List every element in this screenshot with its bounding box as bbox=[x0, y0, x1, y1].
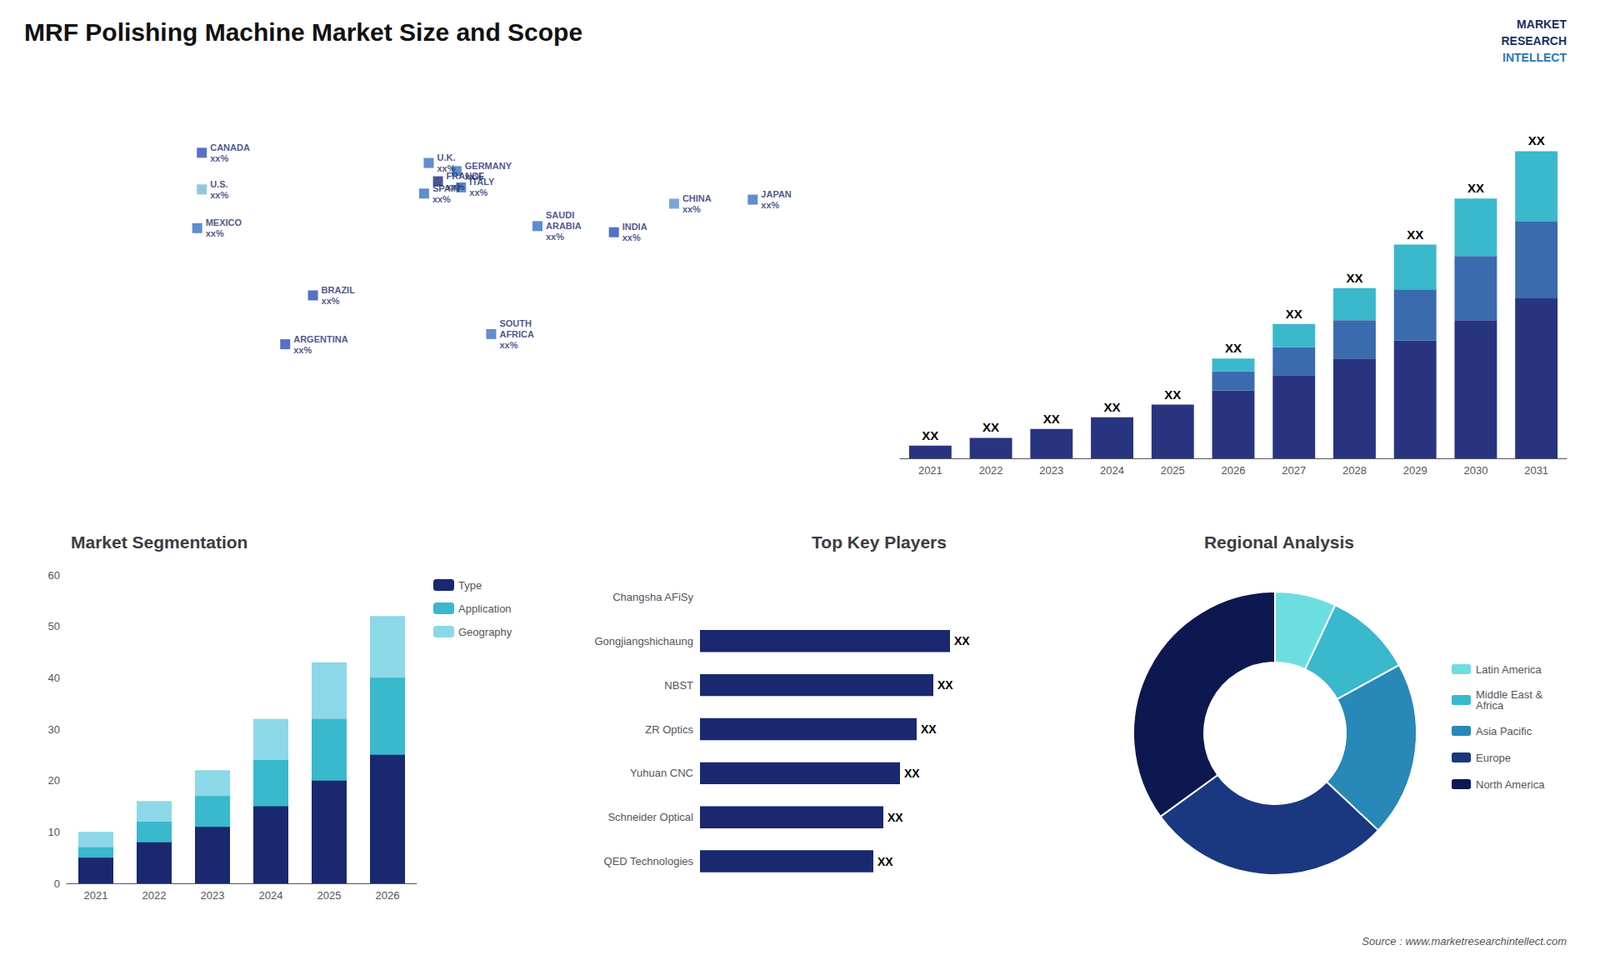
svg-text:Type: Type bbox=[458, 579, 482, 592]
svg-text:NBST: NBST bbox=[664, 679, 694, 692]
svg-text:Regional Analysis: Regional Analysis bbox=[1204, 532, 1355, 552]
svg-text:XX: XX bbox=[1406, 227, 1424, 242]
svg-text:North America: North America bbox=[1475, 778, 1545, 791]
svg-text:SAUDI: SAUDI bbox=[545, 210, 575, 220]
svg-text:2021: 2021 bbox=[918, 464, 943, 477]
svg-text:Africa: Africa bbox=[1475, 699, 1505, 712]
svg-text:XX: XX bbox=[1164, 387, 1181, 402]
svg-text:2029: 2029 bbox=[1403, 464, 1428, 477]
svg-text:xx%: xx% bbox=[210, 190, 229, 200]
svg-text:2021: 2021 bbox=[84, 889, 109, 902]
svg-text:2031: 2031 bbox=[1524, 464, 1549, 477]
svg-text:2030: 2030 bbox=[1463, 464, 1488, 477]
svg-text:2023: 2023 bbox=[1039, 464, 1064, 477]
svg-text:INTELLECT: INTELLECT bbox=[1502, 50, 1567, 65]
svg-text:XX: XX bbox=[1528, 133, 1545, 148]
svg-text:Yuhuan CNC: Yuhuan CNC bbox=[630, 766, 694, 780]
svg-text:ARABIA: ARABIA bbox=[545, 220, 582, 231]
svg-text:xx%: xx% bbox=[205, 228, 225, 239]
svg-text:ZR Optics: ZR Optics bbox=[645, 723, 694, 736]
svg-text:2028: 2028 bbox=[1342, 464, 1367, 477]
svg-text:xx%: xx% bbox=[622, 232, 641, 243]
svg-text:Changsha AFiSy: Changsha AFiSy bbox=[612, 590, 694, 604]
svg-text:Geography: Geography bbox=[458, 625, 513, 639]
svg-text:Middle East &: Middle East & bbox=[1475, 688, 1543, 701]
svg-text:SPAIN: SPAIN bbox=[432, 183, 460, 194]
svg-text:CANADA: CANADA bbox=[210, 142, 250, 153]
svg-text:2027: 2027 bbox=[1281, 464, 1306, 477]
svg-text:U.K.: U.K. bbox=[436, 152, 455, 163]
svg-text:CHINA: CHINA bbox=[682, 193, 712, 204]
svg-text:xx%: xx% bbox=[293, 345, 312, 355]
svg-text:XX: XX bbox=[1043, 411, 1060, 426]
svg-text:2026: 2026 bbox=[375, 889, 400, 902]
svg-text:xx%: xx% bbox=[545, 231, 565, 242]
svg-text:xx%: xx% bbox=[437, 163, 456, 174]
svg-text:xx%: xx% bbox=[682, 204, 701, 215]
svg-text:2025: 2025 bbox=[317, 889, 342, 902]
svg-text:XX: XX bbox=[877, 855, 894, 869]
svg-text:2022: 2022 bbox=[979, 464, 1004, 477]
svg-text:2022: 2022 bbox=[142, 889, 167, 902]
svg-text:FRANCE: FRANCE bbox=[446, 170, 485, 181]
svg-text:xx%: xx% bbox=[760, 200, 780, 210]
svg-text:MARKET: MARKET bbox=[1516, 17, 1567, 31]
svg-text:SOUTH: SOUTH bbox=[499, 318, 532, 329]
svg-text:XX: XX bbox=[954, 634, 970, 648]
svg-text:XX: XX bbox=[1345, 270, 1363, 285]
svg-text:ARGENTINA: ARGENTINA bbox=[293, 334, 348, 345]
svg-text:INDIA: INDIA bbox=[622, 221, 648, 232]
svg-text:XX: XX bbox=[1467, 180, 1485, 195]
svg-text:XX: XX bbox=[904, 766, 920, 780]
svg-text:2024: 2024 bbox=[1100, 464, 1125, 477]
svg-text:Gongjiangshichaung: Gongjiangshichaung bbox=[594, 635, 694, 648]
svg-text:xx%: xx% bbox=[432, 194, 451, 205]
svg-text:0: 0 bbox=[54, 877, 60, 890]
svg-text:2023: 2023 bbox=[200, 889, 225, 902]
svg-text:2026: 2026 bbox=[1221, 464, 1246, 477]
svg-text:RESEARCH: RESEARCH bbox=[1500, 34, 1567, 48]
svg-text:MEXICO: MEXICO bbox=[205, 217, 243, 228]
svg-text:2024: 2024 bbox=[259, 889, 284, 902]
svg-text:XX: XX bbox=[921, 428, 939, 443]
svg-text:JAPAN: JAPAN bbox=[760, 189, 792, 200]
svg-text:40: 40 bbox=[48, 671, 60, 685]
svg-text:AFRICA: AFRICA bbox=[499, 329, 535, 340]
svg-text:MRF Polishing Machine Market S: MRF Polishing Machine Market Size and Sc… bbox=[24, 18, 583, 46]
svg-text:XX: XX bbox=[887, 810, 904, 825]
svg-text:30: 30 bbox=[48, 723, 60, 736]
svg-text:10: 10 bbox=[48, 825, 60, 839]
svg-text:BRAZIL: BRAZIL bbox=[321, 285, 356, 295]
svg-text:XX: XX bbox=[1285, 306, 1303, 321]
svg-text:xx%: xx% bbox=[321, 295, 340, 306]
svg-text:XX: XX bbox=[1225, 340, 1242, 355]
svg-text:QED Technologies: QED Technologies bbox=[604, 855, 695, 868]
svg-text:XX: XX bbox=[937, 678, 954, 692]
svg-text:GERMANY: GERMANY bbox=[465, 160, 513, 171]
svg-text:Application: Application bbox=[458, 602, 512, 615]
svg-text:XX: XX bbox=[1104, 400, 1121, 415]
svg-text:Schneider Optical: Schneider Optical bbox=[607, 810, 694, 824]
svg-text:XX: XX bbox=[982, 420, 1000, 435]
svg-text:XX: XX bbox=[920, 722, 937, 736]
svg-text:60: 60 bbox=[48, 569, 60, 582]
svg-text:Top Key Players: Top Key Players bbox=[811, 532, 947, 552]
svg-text:Asia Pacific: Asia Pacific bbox=[1475, 725, 1533, 738]
svg-text:Market Segmentation: Market Segmentation bbox=[70, 532, 248, 552]
svg-text:xx%: xx% bbox=[499, 340, 518, 350]
svg-text:xx%: xx% bbox=[210, 153, 229, 164]
svg-text:20: 20 bbox=[48, 774, 60, 787]
svg-text:Source : www.marketresearchint: Source : www.marketresearchintellect.com bbox=[1361, 935, 1567, 948]
svg-text:xx%: xx% bbox=[469, 187, 488, 198]
svg-text:U.S.: U.S. bbox=[210, 179, 228, 190]
svg-text:Latin America: Latin America bbox=[1475, 663, 1543, 676]
svg-text:Europe: Europe bbox=[1475, 751, 1511, 765]
svg-text:2025: 2025 bbox=[1160, 464, 1185, 477]
svg-text:50: 50 bbox=[48, 620, 60, 633]
svg-text:ITALY: ITALY bbox=[469, 176, 495, 187]
